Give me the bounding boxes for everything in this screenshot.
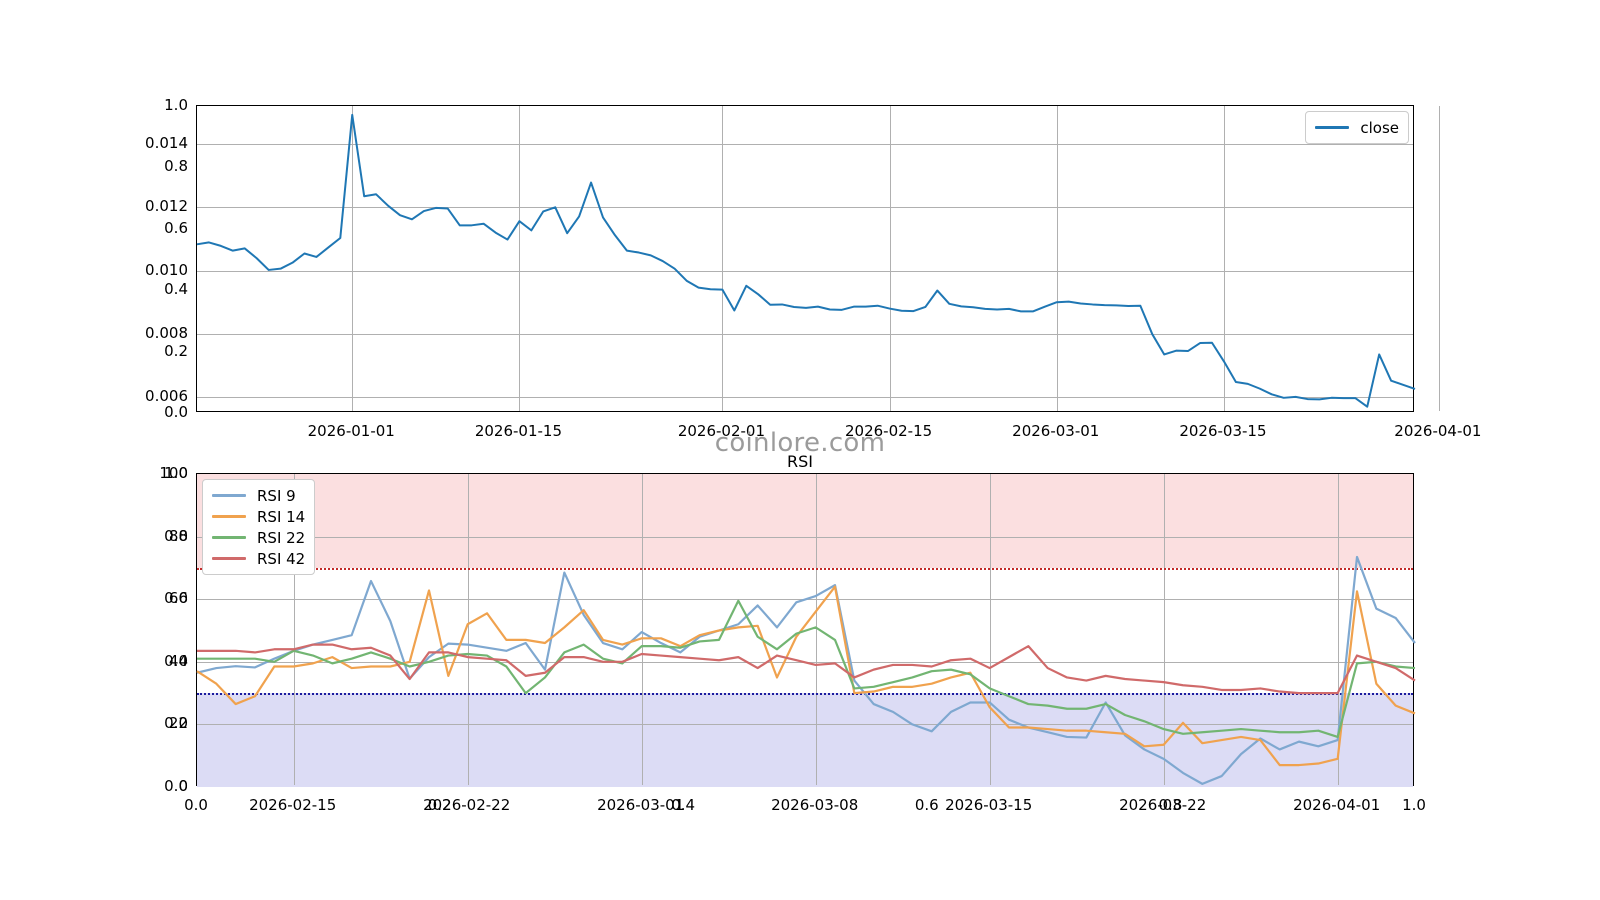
gridline-horizontal xyxy=(197,724,1413,726)
legend-label-rsi-14: RSI 14 xyxy=(257,507,306,526)
price-y-frac-tick-0.6: 0.6 xyxy=(164,218,188,237)
rsi-x-frac-tick-0.6: 0.6 xyxy=(914,796,939,814)
price-y-tick-0.012: 0.012 xyxy=(145,197,188,216)
gridline-vertical xyxy=(722,106,724,411)
gridline-horizontal xyxy=(197,397,1413,399)
rsi-14-line xyxy=(196,585,1416,767)
legend-swatch-rsi-14 xyxy=(212,514,246,519)
legend-label-rsi-22: RSI 22 xyxy=(257,528,306,547)
legend-label-rsi-9: RSI 9 xyxy=(257,486,296,505)
price-chart-panel: close xyxy=(196,105,1440,412)
price-x-tick-2026-04-01: 2026-04-01 xyxy=(1394,422,1482,440)
gridline-vertical xyxy=(1056,106,1058,411)
rsi-legend[interactable]: RSI 9 RSI 14 RSI 22 RSI 42 xyxy=(202,479,316,575)
gridline-vertical xyxy=(1223,106,1225,411)
gridline-horizontal xyxy=(197,143,1413,145)
price-y-frac-tick-0.8: 0.8 xyxy=(164,157,188,176)
legend-label-close: close xyxy=(1360,118,1399,137)
price-line-series xyxy=(196,113,1416,408)
legend-swatch-rsi-9 xyxy=(212,493,246,498)
price-y-frac-tick-1.0: 1.0 xyxy=(164,96,188,114)
gridline-vertical xyxy=(1337,474,1339,785)
gridline-horizontal xyxy=(197,333,1413,335)
gridline-vertical xyxy=(467,474,469,785)
rsi-x-tick-2026-03-22: 2026-03-22 xyxy=(1119,796,1207,814)
close-line xyxy=(196,113,1416,408)
gridline-horizontal xyxy=(197,536,1413,538)
overbought-band xyxy=(197,474,1413,568)
price-x-tick-2026-01-15: 2026-01-15 xyxy=(474,422,562,440)
rsi-y-frac-tick-0.8: 0.8 xyxy=(164,526,188,545)
rsi-x-frac-tick-0.4: 0.4 xyxy=(671,796,696,814)
price-y-tick-0.006: 0.006 xyxy=(145,387,188,406)
price-y-tick-0.010: 0.010 xyxy=(145,260,188,279)
rsi-chart-panel: RSI 9 RSI 14 RSI 22 RSI 42 xyxy=(196,473,1416,787)
legend-item-close[interactable]: close xyxy=(1315,117,1399,138)
rsi-y-tick-0: 0 xyxy=(178,777,188,795)
rsi-y-tick-100: 100 xyxy=(159,464,188,482)
price-legend[interactable]: close xyxy=(1305,111,1409,144)
rsi-y-tick-80: 80 xyxy=(168,526,188,545)
gridline-vertical xyxy=(1438,106,1440,411)
rsi-y-frac-tick-0.0: 0.0 xyxy=(164,777,188,795)
gridline-vertical xyxy=(293,474,295,785)
rsi-x-frac-tick-0.0: 0.0 xyxy=(184,796,208,814)
legend-item-rsi-9[interactable]: RSI 9 xyxy=(212,485,305,506)
legend-label-rsi-42: RSI 42 xyxy=(257,549,306,568)
legend-swatch-rsi-42 xyxy=(212,556,246,561)
price-x-tick-2026-03-01: 2026-03-01 xyxy=(1012,422,1100,440)
rsi-x-tick-2026-03-08: 2026-03-08 xyxy=(771,796,859,814)
gridline-vertical xyxy=(1163,474,1165,785)
rsi-y-frac-tick-0.2: 0.2 xyxy=(164,714,188,733)
rsi-y-frac-tick-0.4: 0.4 xyxy=(164,651,188,670)
gridline-vertical xyxy=(889,106,891,411)
price-y-frac-tick-0.0: 0.0 xyxy=(164,403,188,421)
rsi-x-frac-tick-1.0: 1.0 xyxy=(1402,796,1426,814)
rsi-x-tick-2026-03-15: 2026-03-15 xyxy=(945,796,1033,814)
legend-item-rsi-42[interactable]: RSI 42 xyxy=(212,548,305,569)
price-y-tick-0.008: 0.008 xyxy=(145,323,188,342)
rsi-y-frac-tick-0.6: 0.6 xyxy=(164,589,188,608)
rsi-y-tick-40: 40 xyxy=(168,651,188,670)
price-x-tick-2026-02-01: 2026-02-01 xyxy=(677,422,765,440)
gridline-vertical xyxy=(989,474,991,785)
rsi-line-series xyxy=(196,555,1416,785)
rsi-22-line xyxy=(197,599,1416,739)
rsi-y-tick-60: 60 xyxy=(168,589,188,608)
rsi-y-frac-tick-1.0: 1.0 xyxy=(164,464,188,482)
gridline-vertical xyxy=(641,474,643,785)
rsi-x-frac-tick-0.2: 0.2 xyxy=(427,796,452,814)
rsi-x-tick-2026-04-01: 2026-04-01 xyxy=(1293,796,1381,814)
legend-item-rsi-14[interactable]: RSI 14 xyxy=(212,506,305,527)
rsi-x-tick-2026-02-15: 2026-02-15 xyxy=(249,796,337,814)
rsi-x-frac-tick-0.8: 0.8 xyxy=(1158,796,1183,814)
rsi-9-line xyxy=(196,555,1416,785)
legend-swatch-close xyxy=(1315,126,1350,129)
price-x-tick-2026-01-01: 2026-01-01 xyxy=(307,422,395,440)
overbought-threshold-line xyxy=(197,567,1413,570)
rsi-42-line xyxy=(197,643,1416,695)
gridline-horizontal xyxy=(197,270,1413,272)
gridline-vertical xyxy=(815,474,817,785)
price-y-frac-tick-0.4: 0.4 xyxy=(164,280,188,299)
price-x-tick-2026-02-15: 2026-02-15 xyxy=(844,422,933,440)
oversold-band xyxy=(197,693,1413,787)
price-x-tick-2026-03-15: 2026-03-15 xyxy=(1179,422,1267,440)
rsi-x-tick-2026-02-22: 2026-02-22 xyxy=(423,796,511,814)
legend-item-rsi-22[interactable]: RSI 22 xyxy=(212,527,305,548)
price-y-frac-tick-0.2: 0.2 xyxy=(164,341,188,360)
rsi-y-tick-20: 20 xyxy=(168,714,188,733)
rsi-x-tick-2026-03-01: 2026-03-01 xyxy=(597,796,685,814)
price-y-tick-0.014: 0.014 xyxy=(145,133,188,152)
gridline-vertical xyxy=(519,106,521,411)
legend-swatch-rsi-22 xyxy=(212,535,246,540)
watermark: coinlore.com xyxy=(714,428,886,458)
oversold-threshold-line xyxy=(197,693,1413,696)
gridline-vertical xyxy=(352,106,354,411)
gridline-horizontal xyxy=(197,207,1413,209)
rsi-chart-title: RSI xyxy=(787,452,813,471)
